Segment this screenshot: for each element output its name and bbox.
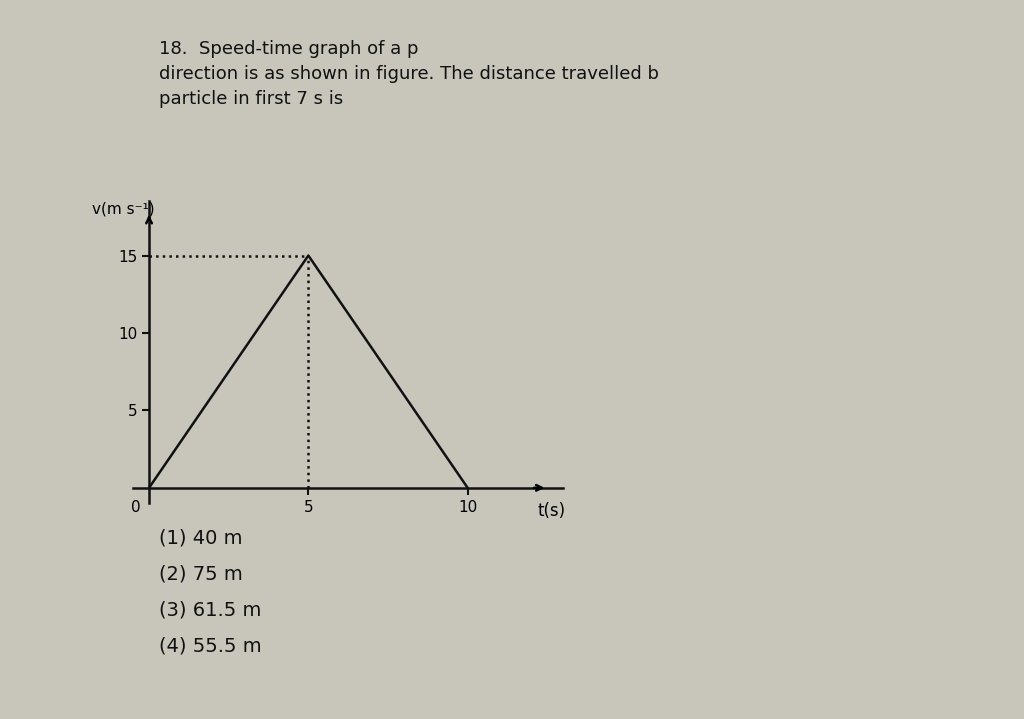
- Text: t(s): t(s): [538, 502, 566, 520]
- Text: direction is as shown in figure. The distance travelled b: direction is as shown in figure. The dis…: [159, 65, 658, 83]
- Text: v(m s⁻¹): v(m s⁻¹): [92, 202, 155, 217]
- Text: 18.  Speed-time graph of a p: 18. Speed-time graph of a p: [159, 40, 418, 58]
- Text: (1) 40 m: (1) 40 m: [159, 528, 243, 547]
- Text: particle in first 7 s is: particle in first 7 s is: [159, 90, 343, 108]
- Text: (4) 55.5 m: (4) 55.5 m: [159, 636, 261, 655]
- Text: (3) 61.5 m: (3) 61.5 m: [159, 600, 261, 619]
- Text: 0: 0: [131, 500, 141, 516]
- Text: (2) 75 m: (2) 75 m: [159, 564, 243, 583]
